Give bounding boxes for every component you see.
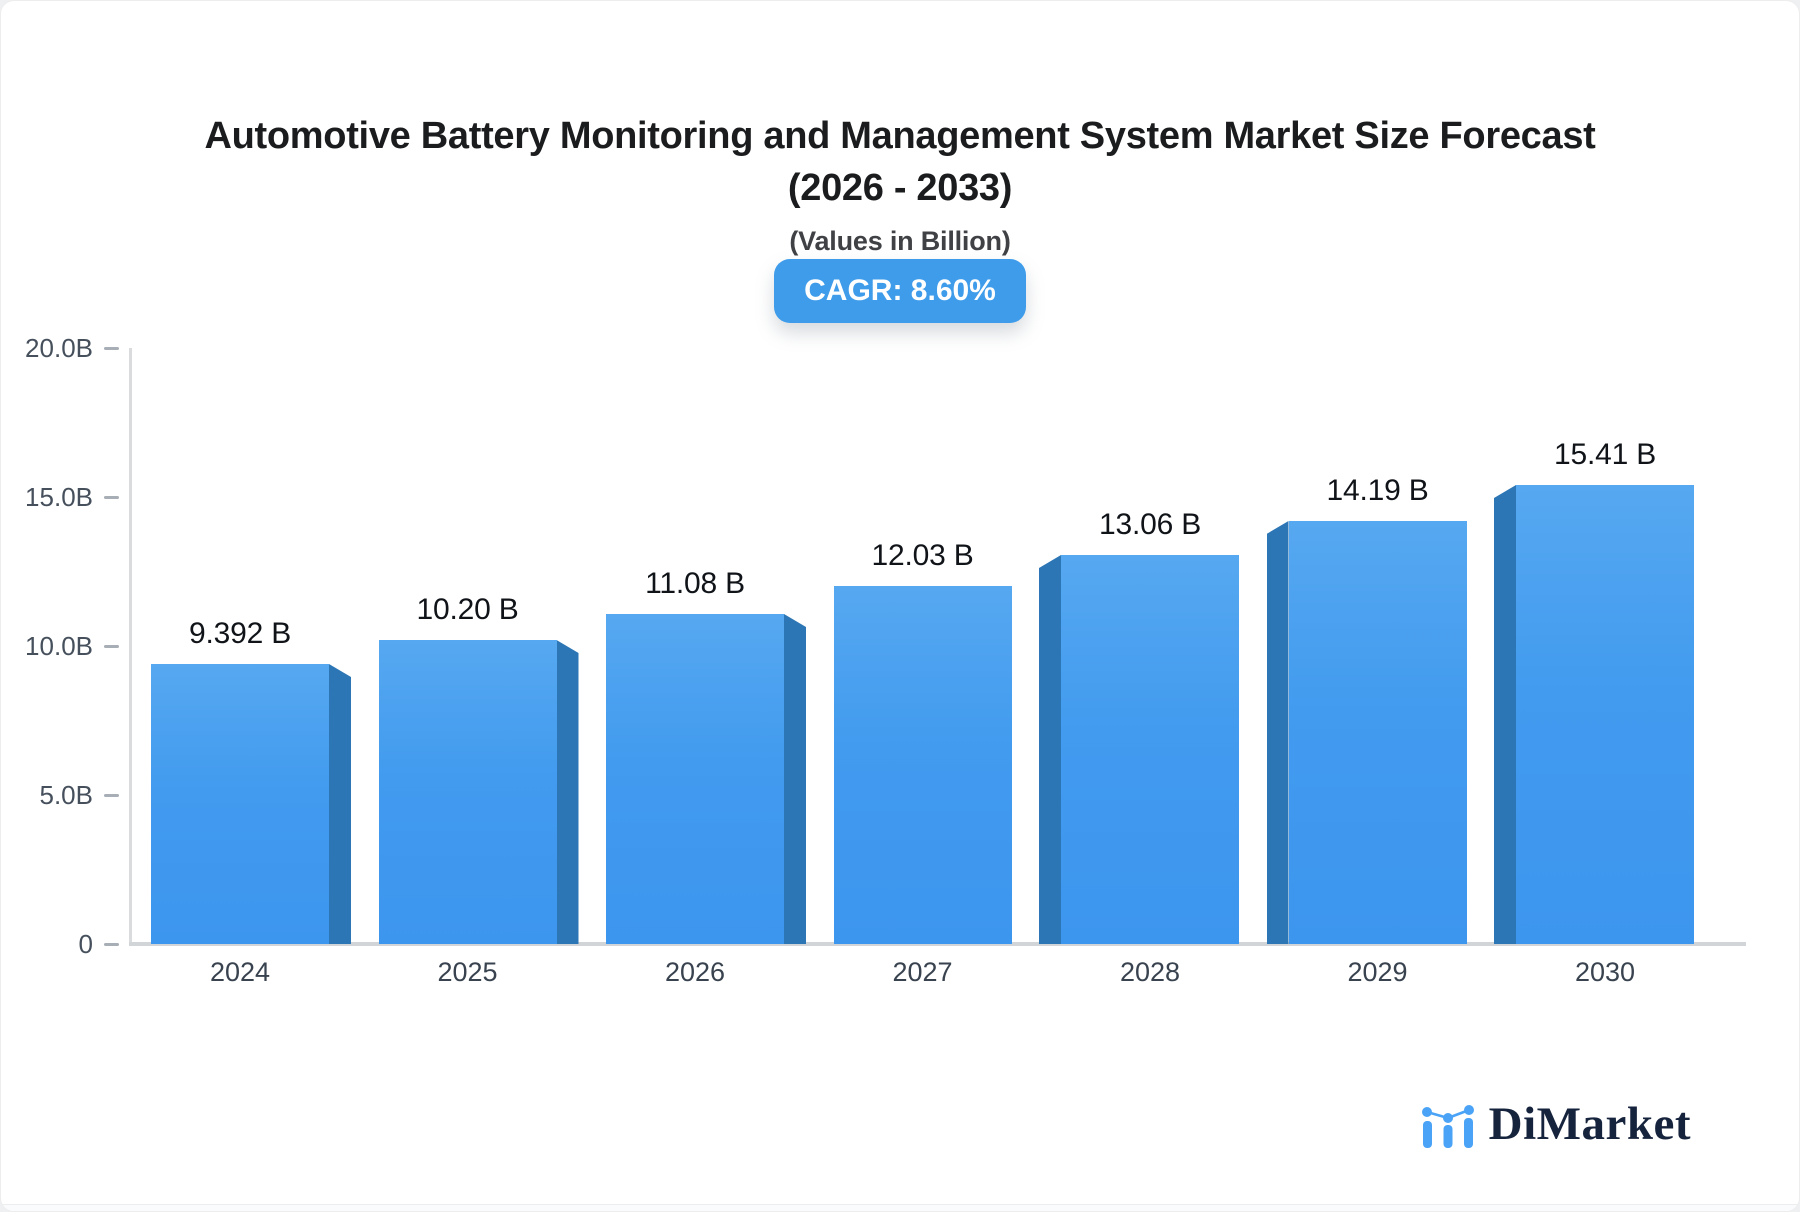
bar <box>1288 521 1467 944</box>
chart-title-line1: Automotive Battery Monitoring and Manage… <box>204 115 1596 157</box>
y-axis-line <box>129 348 132 944</box>
cagr-badge: CAGR: 8.60% <box>774 259 1026 323</box>
y-tick-label: 5.0B <box>39 780 94 810</box>
bar <box>833 586 1012 944</box>
bar-side-face <box>784 614 806 944</box>
x-axis-label: 2026 <box>664 957 726 987</box>
bar-value-label: 9.392 B <box>188 617 292 650</box>
chart-title-line2: (2026 - 2033) <box>787 167 1013 209</box>
bar <box>378 640 557 944</box>
bar-side-face <box>1266 521 1289 944</box>
x-axis-label: 2029 <box>1347 957 1408 987</box>
bar <box>1061 555 1239 944</box>
bar <box>151 664 329 944</box>
y-tick-label: 20.0B <box>25 333 93 363</box>
bar-side-face <box>1494 485 1516 944</box>
x-axis-baseline <box>129 942 1746 946</box>
brand-logo: DiMarket <box>1419 1091 1691 1157</box>
x-axis-label: 2030 <box>1574 957 1636 987</box>
chart-subtitle: (Values in Billion) <box>789 226 1011 256</box>
x-axis-label: 2027 <box>892 957 953 987</box>
y-tick-dash <box>104 644 119 648</box>
y-tick-dash <box>104 495 119 499</box>
card-bottom-edge <box>1 1204 1799 1211</box>
bar-value-label: 11.08 B <box>645 567 745 600</box>
bar-value-label: 12.03 B <box>871 539 974 572</box>
y-tick-label: 15.0B <box>25 482 93 512</box>
y-tick-label: 0 <box>78 929 93 959</box>
cagr-badge-wrap: CAGR: 8.60% <box>1 259 1799 323</box>
bar <box>1516 485 1694 944</box>
bar-side-face <box>1039 555 1061 944</box>
bar-value-label: 13.06 B <box>1098 508 1202 541</box>
bar-side-face <box>556 640 579 944</box>
bar <box>606 614 784 944</box>
bar-value-label: 15.41 B <box>1553 438 1657 471</box>
x-axis-label: 2028 <box>1119 957 1181 987</box>
x-axis-label: 2025 <box>437 957 498 987</box>
y-tick-dash <box>104 346 119 350</box>
dimarket-bars-icon <box>1421 1105 1474 1148</box>
y-tick-dash <box>104 942 119 946</box>
bar-value-label: 14.19 B <box>1326 474 1429 507</box>
brand-name: DiMarket <box>1488 1098 1691 1150</box>
bar-value-label: 10.20 B <box>416 593 519 626</box>
bar-side-face <box>329 664 351 944</box>
x-axis-label: 2024 <box>209 957 271 987</box>
y-tick-label: 10.0B <box>25 631 93 661</box>
y-tick-dash <box>104 793 119 797</box>
